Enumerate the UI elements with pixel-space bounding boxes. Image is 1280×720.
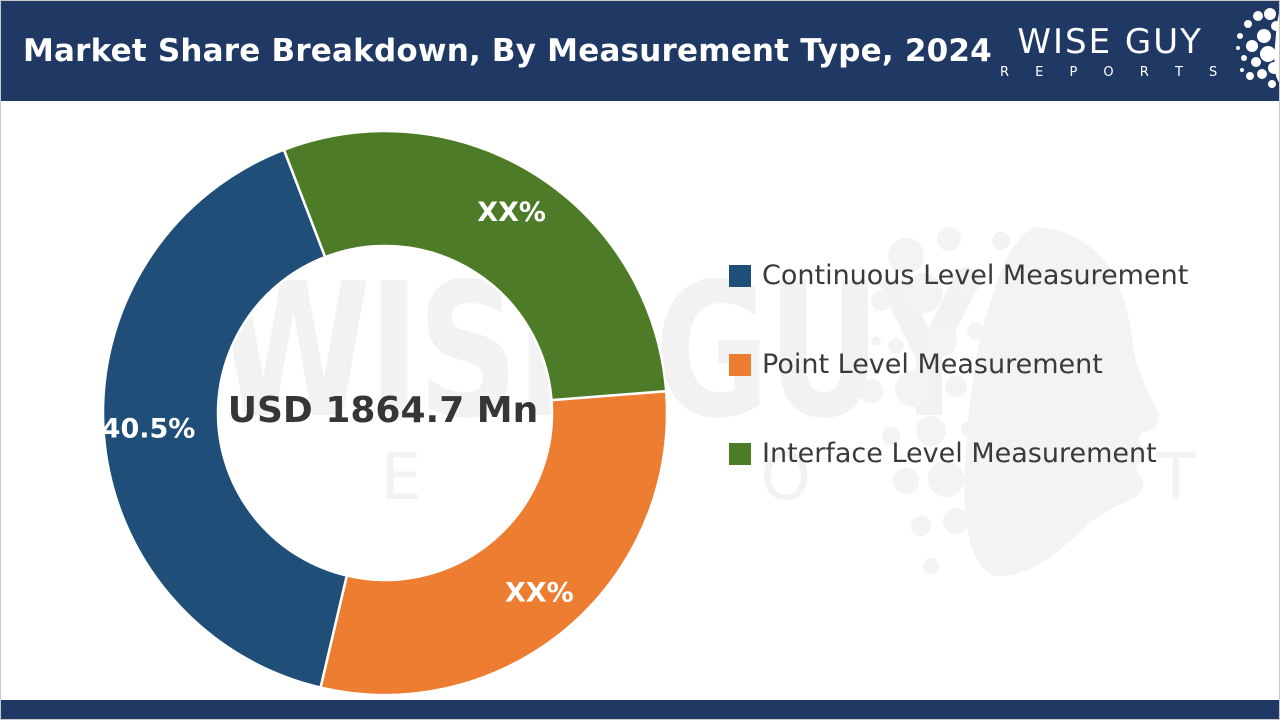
legend-swatch-blue	[729, 264, 751, 287]
logo-face-icon	[1236, 8, 1279, 88]
legend-label: Continuous Level Measurement	[762, 260, 1189, 291]
header-bar: Market Share Breakdown, By Measurement T…	[1, 1, 1279, 101]
donut-slice-1[interactable]	[319, 389, 669, 697]
donut-slice-0[interactable]	[101, 148, 349, 690]
legend-label: Interface Level Measurement	[762, 438, 1157, 469]
chart-legend: Continuous Level Measurement Point Level…	[729, 259, 1188, 526]
legend-item-interface[interactable]: Interface Level Measurement	[729, 437, 1188, 470]
legend-item-point[interactable]: Point Level Measurement	[729, 348, 1188, 381]
logo-subtext: R E P O R T S	[999, 65, 1229, 80]
slice-percentage-label-0: 40.5%	[102, 414, 196, 445]
logo-text: WISE GUY R E P O R T S	[992, 22, 1228, 80]
donut-slice-2[interactable]	[282, 129, 668, 402]
chart-center-value: USD 1864.7 Mn	[227, 390, 539, 431]
page-title: Market Share Breakdown, By Measurement T…	[23, 33, 992, 69]
legend-label: Point Level Measurement	[762, 349, 1103, 380]
footer-bar	[1, 700, 1279, 719]
logo-wordmark: WISE GUY	[1017, 22, 1203, 62]
slice-percentage-label-2: XX%	[477, 197, 546, 228]
slice-percentage-label-1: XX%	[505, 577, 574, 608]
legend-item-continuous[interactable]: Continuous Level Measurement	[729, 259, 1188, 292]
legend-swatch-orange	[729, 353, 751, 376]
legend-swatch-green	[729, 442, 751, 465]
wise-guy-reports-logo: WISE GUY R E P O R T S	[992, 6, 1279, 96]
